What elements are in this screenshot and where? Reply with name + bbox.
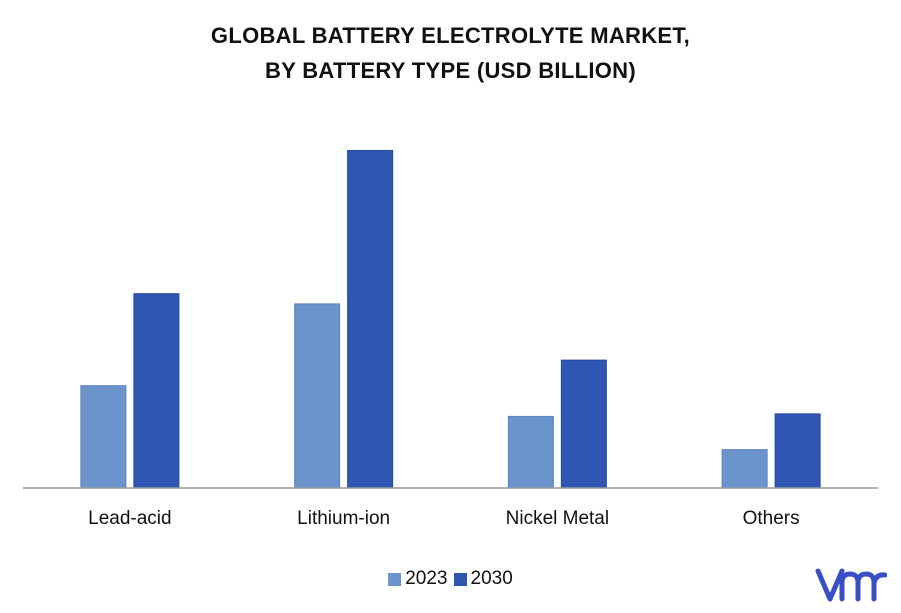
bar-lead-acid-2030	[133, 293, 180, 489]
bar-others-2030	[774, 413, 821, 489]
bar-lithium-ion-2030	[347, 149, 394, 489]
legend-swatch-2023	[388, 572, 402, 586]
bar-nickel-metal-2030	[560, 359, 607, 489]
bar-others-2023	[721, 449, 768, 489]
legend-swatch-2030	[453, 572, 467, 586]
category-label-nickel-metal: Nickel Metal	[506, 508, 609, 529]
legend-item-2023: 2023	[388, 568, 448, 590]
chart-title-line-2: BY BATTERY TYPE (USD BILLION)	[265, 58, 636, 83]
legend-label-2030: 2030	[470, 568, 513, 589]
legend-label-2023: 2023	[405, 568, 448, 589]
chart-title-line-1: GLOBAL BATTERY ELECTROLYTE MARKET,	[210, 23, 691, 48]
legend-item-2030: 2030	[453, 568, 513, 590]
legend: 2023 2030	[0, 568, 901, 590]
category-label-lithium-ion: Lithium-ion	[297, 508, 390, 529]
category-label-others: Others	[743, 508, 800, 529]
bars-group	[80, 149, 821, 489]
bar-nickel-metal-2023	[507, 415, 554, 489]
category-label-lead-acid: Lead-acid	[88, 508, 171, 529]
bar-lead-acid-2023	[80, 385, 127, 489]
bar-lithium-ion-2023	[294, 303, 341, 489]
vmr-logo	[815, 568, 887, 602]
category-labels: Lead-acid Lithium-ion Nickel Metal Others	[88, 508, 799, 529]
